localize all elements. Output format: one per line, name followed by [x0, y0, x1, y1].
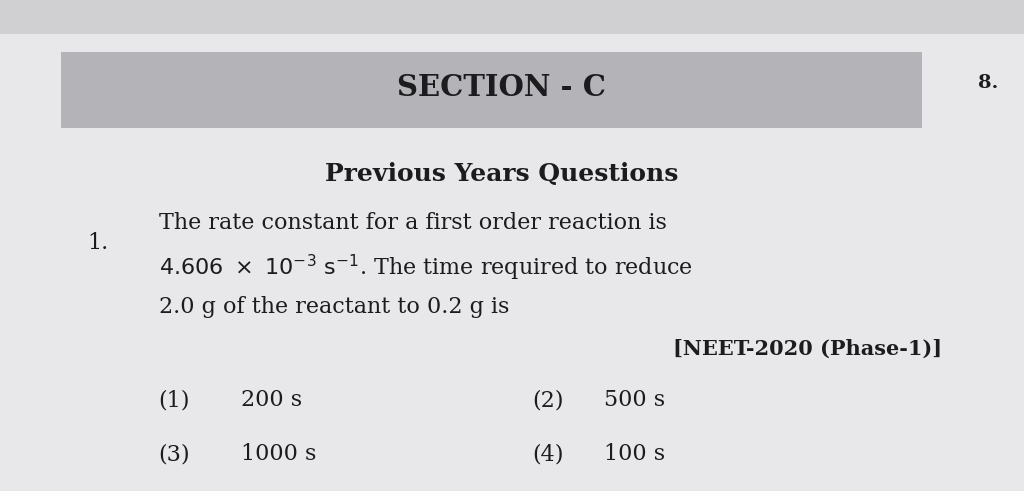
- Text: 8.: 8.: [978, 75, 998, 92]
- Text: The rate constant for a first order reaction is: The rate constant for a first order reac…: [159, 213, 667, 234]
- Text: 200 s: 200 s: [241, 389, 302, 411]
- Text: Previous Years Questions: Previous Years Questions: [325, 163, 679, 186]
- Text: 1.: 1.: [87, 232, 109, 254]
- Text: (2): (2): [532, 389, 564, 411]
- Text: (3): (3): [159, 443, 190, 465]
- Text: [NEET-2020 (Phase-1)]: [NEET-2020 (Phase-1)]: [673, 339, 942, 358]
- Text: 1000 s: 1000 s: [241, 443, 316, 465]
- Text: (1): (1): [159, 389, 190, 411]
- Text: 2.0 g of the reactant to 0.2 g is: 2.0 g of the reactant to 0.2 g is: [159, 296, 509, 318]
- FancyBboxPatch shape: [61, 52, 922, 128]
- Text: SECTION - C: SECTION - C: [397, 73, 606, 102]
- Text: $4.606\ \times\ 10^{-3}\ \mathrm{s}^{-1}$. The time required to reduce: $4.606\ \times\ 10^{-3}\ \mathrm{s}^{-1}…: [159, 252, 692, 283]
- Text: (4): (4): [532, 443, 564, 465]
- Text: 500 s: 500 s: [604, 389, 666, 411]
- FancyBboxPatch shape: [0, 0, 1024, 34]
- Text: 100 s: 100 s: [604, 443, 666, 465]
